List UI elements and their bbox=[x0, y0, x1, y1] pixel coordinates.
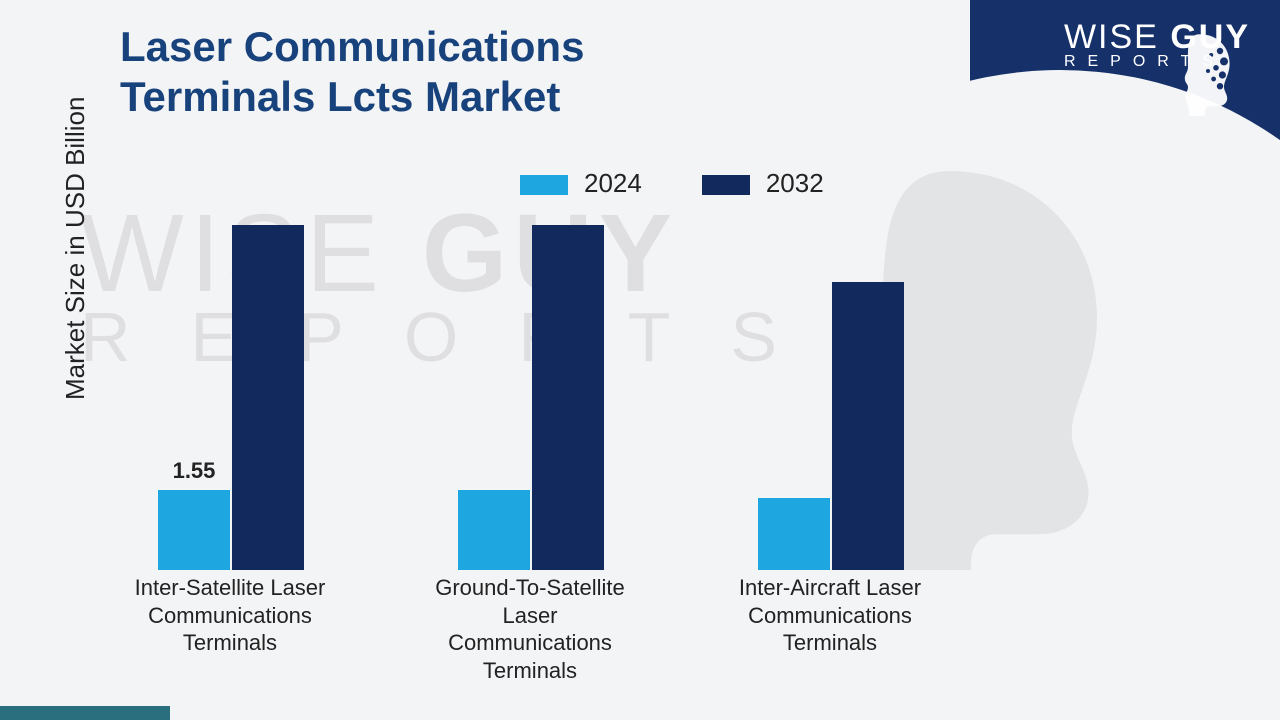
bar-2032 bbox=[832, 282, 904, 570]
category-label: Ground-To-Satellite Laser Communications… bbox=[420, 574, 640, 684]
bar-2032 bbox=[232, 225, 304, 570]
chart-title: Laser Communications Terminals Lcts Mark… bbox=[120, 22, 760, 121]
bar-value-label: 1.55 bbox=[173, 458, 216, 484]
category-label: Inter-Aircraft Laser Communications Term… bbox=[720, 574, 940, 657]
footer-accent-bar bbox=[0, 706, 170, 720]
legend: 2024 2032 bbox=[520, 168, 824, 199]
legend-label-2032: 2032 bbox=[766, 168, 824, 198]
bar-2024 bbox=[758, 498, 830, 570]
legend-swatch-2032 bbox=[702, 175, 750, 195]
legend-item-2024: 2024 bbox=[520, 168, 642, 199]
brand-line1a: WISE bbox=[1064, 18, 1159, 56]
bar-2024 bbox=[458, 490, 530, 570]
legend-label-2024: 2024 bbox=[584, 168, 642, 198]
brand-logo: WISE GUY REPORTS bbox=[1064, 18, 1250, 71]
chart-card: WISE GUY REPORTS Laser Communications Te… bbox=[0, 0, 1280, 720]
brand-line2: REPORTS bbox=[1064, 53, 1250, 71]
category-label: Inter-Satellite Laser Communications Ter… bbox=[120, 574, 340, 657]
brand-line1b: GUY bbox=[1170, 18, 1250, 56]
y-axis-label: Market Size in USD Billion bbox=[60, 97, 91, 400]
legend-swatch-2024 bbox=[520, 175, 568, 195]
bar-2024 bbox=[158, 490, 230, 570]
bar-2032 bbox=[532, 225, 604, 570]
bar-chart: 1.55 bbox=[100, 210, 1000, 570]
legend-item-2032: 2032 bbox=[702, 168, 824, 199]
